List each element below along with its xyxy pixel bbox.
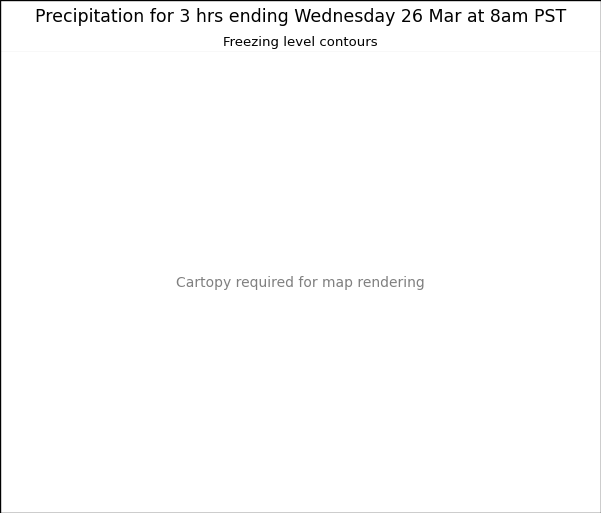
Text: Precipitation for 3 hrs ending Wednesday 26 Mar at 8am PST: Precipitation for 3 hrs ending Wednesday… [35,8,566,26]
Text: Cartopy required for map rendering: Cartopy required for map rendering [176,275,425,289]
Text: Freezing level contours: Freezing level contours [223,36,378,49]
